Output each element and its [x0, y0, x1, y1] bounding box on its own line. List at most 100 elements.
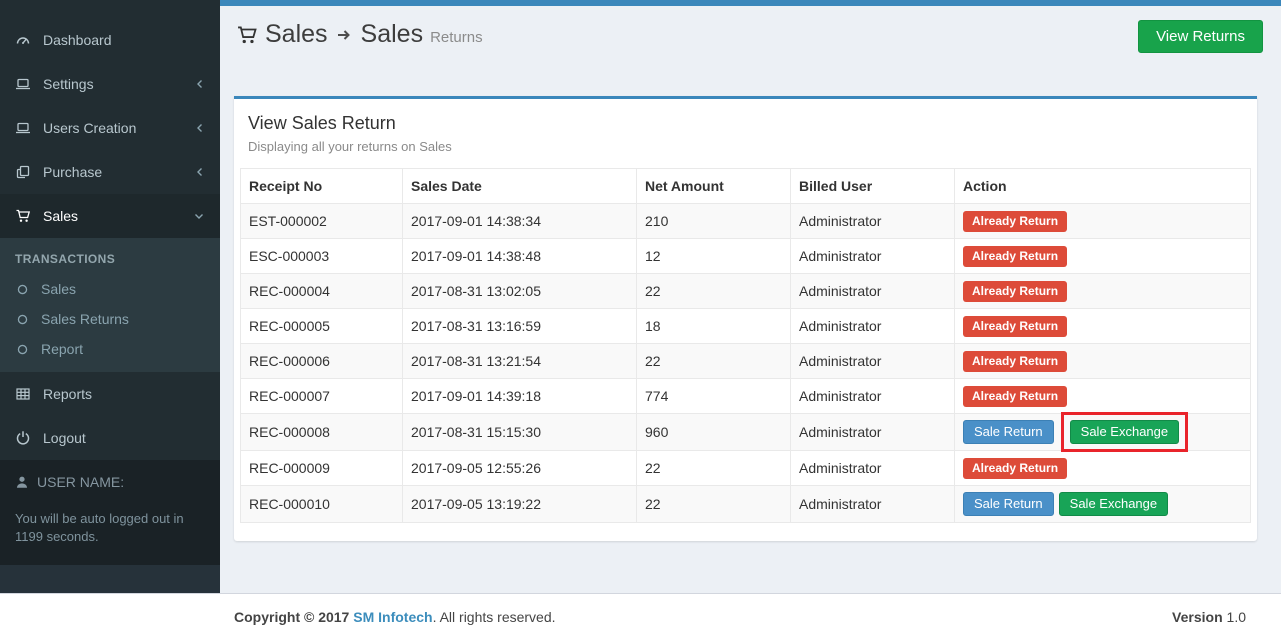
cell-user: Administrator: [790, 238, 955, 274]
sidebar-item-label: Sales: [43, 208, 79, 224]
cell-receipt: REC-000006: [240, 343, 403, 379]
table-row: REC-000009 2017-09-05 12:55:26 22 Administr…: [240, 450, 1251, 486]
cell-date: 2017-08-31 13:16:59: [402, 308, 637, 344]
cell-user: Administrator: [790, 485, 955, 523]
view-returns-button[interactable]: View Returns: [1138, 20, 1263, 53]
auto-logout-notice: You will be auto logged out in 1199 seco…: [15, 511, 184, 544]
app-body: Dashboard Settings Users Creation: [0, 0, 1281, 593]
already-return-badge: Already Return: [963, 280, 1068, 302]
cell-actions: Already Return: [954, 203, 1251, 239]
breadcrumb-page-suffix: Returns: [430, 29, 483, 46]
cell-amount: 12: [636, 238, 791, 274]
dashboard-icon: [15, 32, 33, 48]
user-panel: USER NAME: You will be auto logged out i…: [0, 460, 220, 566]
laptop-icon: [15, 120, 33, 136]
already-return-badge: Already Return: [963, 385, 1068, 407]
arrow-right-icon: [337, 29, 352, 41]
sidebar-item-label: Users Creation: [43, 120, 137, 136]
already-return-badge: Already Return: [963, 245, 1068, 267]
cart-icon: [15, 208, 33, 224]
submenu-item-report[interactable]: Report: [0, 334, 220, 364]
main-content: Sales Sales Returns View Returns View Sa…: [220, 0, 1281, 593]
sale-exchange-button[interactable]: Sale Exchange: [1069, 420, 1180, 445]
sidebar-item-logout[interactable]: Logout: [0, 416, 220, 460]
sidebar-item-label: Purchase: [43, 164, 103, 180]
cell-actions: Sale Return Sale Exchange: [954, 412, 1251, 453]
sidebar-item-label: Dashboard: [43, 32, 112, 48]
cell-actions: Already Return: [954, 308, 1251, 344]
sales-return-panel: View Sales Return Displaying all your re…: [234, 96, 1257, 541]
column-header-net-amount: Net Amount: [636, 168, 791, 204]
copyright-text: Copyright © 2017 SM Infotech. All rights…: [234, 609, 556, 625]
panel-title: View Sales Return: [248, 113, 396, 133]
cell-amount: 774: [636, 378, 791, 414]
sale-exchange-button[interactable]: Sale Exchange: [1058, 492, 1169, 516]
version-label: Version: [1172, 608, 1223, 625]
already-return-badge: Already Return: [963, 315, 1068, 337]
company-link[interactable]: SM Infotech: [353, 608, 433, 625]
column-header-billed-user: Billed User: [790, 168, 955, 204]
cell-date: 2017-08-31 15:15:30: [402, 413, 637, 451]
circle-icon: [16, 343, 32, 356]
cell-receipt: REC-000010: [240, 485, 403, 523]
table-header-row: Receipt No Sales Date Net Amount Billed …: [240, 168, 1251, 204]
sale-return-button[interactable]: Sale Return: [963, 492, 1054, 516]
sales-submenu: TRANSACTIONS Sales Sales Returns: [0, 238, 220, 372]
sidebar-item-dashboard[interactable]: Dashboard: [0, 18, 220, 62]
circle-icon: [16, 313, 32, 326]
copyright-prefix: Copyright © 2017: [234, 608, 350, 625]
version-value: 1.0: [1226, 608, 1246, 625]
already-return-badge: Already Return: [963, 457, 1068, 479]
sidebar-item-purchase[interactable]: Purchase: [0, 150, 220, 194]
cell-user: Administrator: [790, 273, 955, 309]
breadcrumb-section: Sales: [265, 20, 328, 48]
cell-receipt: REC-000007: [240, 378, 403, 414]
sidebar-menu: Dashboard Settings Users Creation: [0, 0, 220, 460]
column-header-action: Action: [954, 168, 1251, 204]
sidebar-item-settings[interactable]: Settings: [0, 62, 220, 106]
breadcrumb: Sales Sales Returns: [236, 20, 483, 49]
cell-date: 2017-09-05 13:19:22: [402, 485, 637, 523]
cell-receipt: REC-000005: [240, 308, 403, 344]
sale-return-button[interactable]: Sale Return: [963, 420, 1054, 444]
table-row: REC-000007 2017-09-01 14:39:18 774 Administ…: [240, 378, 1251, 414]
cell-user: Administrator: [790, 378, 955, 414]
cell-actions: Sale Return Sale Exchange: [954, 485, 1251, 523]
breadcrumb-page: Sales: [360, 20, 424, 48]
sales-returns-tbody: EST-000002 2017-09-01 14:38:34 210 Administ…: [240, 203, 1251, 523]
table-row: ESC-000003 2017-09-01 14:38:48 12 Administr…: [240, 238, 1251, 274]
sidebar-item-label: Logout: [43, 430, 86, 446]
submenu-item-sales[interactable]: Sales: [0, 274, 220, 304]
cell-receipt: REC-000009: [240, 450, 403, 486]
page-header: Sales Sales Returns View Returns: [220, 6, 1281, 53]
cell-amount: 210: [636, 203, 791, 239]
circle-icon: [16, 283, 32, 296]
table-row: REC-000006 2017-08-31 13:21:54 22 Administr…: [240, 343, 1251, 379]
cell-amount: 22: [636, 343, 791, 379]
sidebar-item-reports[interactable]: Reports: [0, 372, 220, 416]
top-accent-bar: [220, 0, 1281, 6]
cell-actions: Already Return: [954, 273, 1251, 309]
cell-user: Administrator: [790, 203, 955, 239]
table-row: REC-000010 2017-09-05 13:19:22 22 Administr…: [240, 485, 1251, 523]
sidebar-filler: [0, 565, 220, 593]
sidebar: Dashboard Settings Users Creation: [0, 0, 220, 593]
cell-date: 2017-09-05 12:55:26: [402, 450, 637, 486]
cell-date: 2017-08-31 13:21:54: [402, 343, 637, 379]
cell-date: 2017-09-01 14:38:34: [402, 203, 637, 239]
cell-date: 2017-08-31 13:02:05: [402, 273, 637, 309]
submenu-item-sales-returns[interactable]: Sales Returns: [0, 304, 220, 334]
cell-receipt: EST-000002: [240, 203, 403, 239]
cell-amount: 22: [636, 273, 791, 309]
sidebar-item-sales[interactable]: Sales: [0, 194, 220, 238]
cell-user: Administrator: [790, 413, 955, 451]
cell-date: 2017-09-01 14:38:48: [402, 238, 637, 274]
cell-receipt: REC-000008: [240, 413, 403, 451]
submenu-item-label: Sales: [41, 281, 77, 297]
sidebar-item-label: Settings: [43, 76, 94, 92]
sales-returns-table: Receipt No Sales Date Net Amount Billed …: [240, 168, 1251, 523]
cell-receipt: REC-000004: [240, 273, 403, 309]
sidebar-item-users-creation[interactable]: Users Creation: [0, 106, 220, 150]
cell-amount: 22: [636, 485, 791, 523]
version-text: Version 1.0: [1172, 609, 1246, 625]
